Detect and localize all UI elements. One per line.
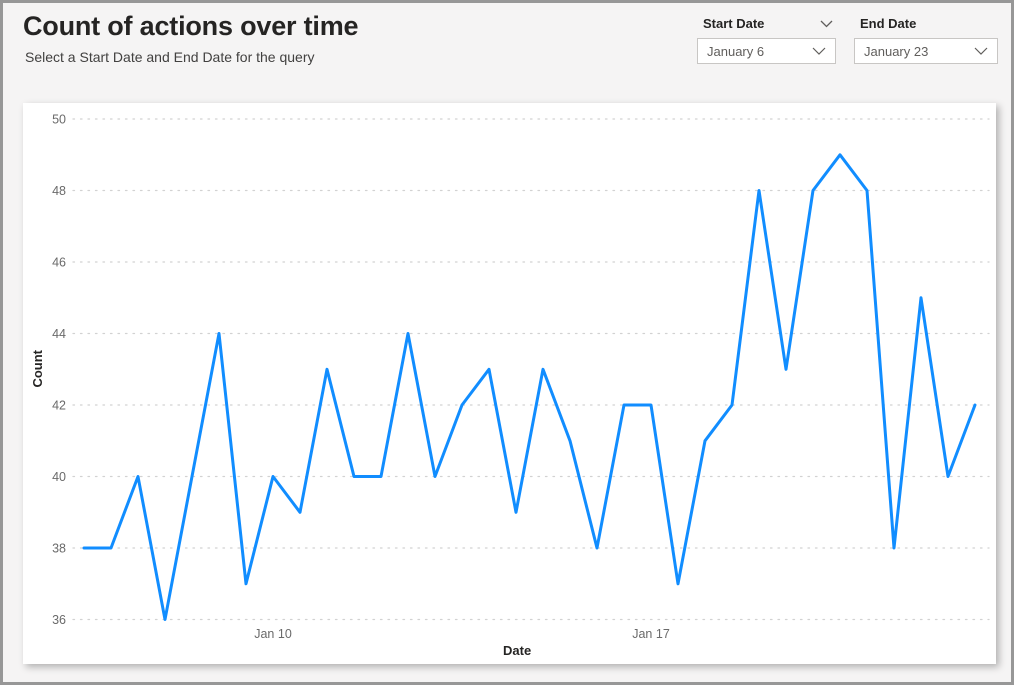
chevron-down-icon[interactable]: [974, 47, 988, 55]
y-tick-label: 44: [52, 327, 66, 341]
y-tick-label: 46: [52, 256, 66, 270]
end-date-slicer-header: End Date: [854, 14, 998, 33]
y-tick-label: 36: [52, 613, 66, 627]
page-subtitle: Select a Start Date and End Date for the…: [25, 49, 315, 65]
y-tick-label: 38: [52, 542, 66, 556]
x-tick-label: Jan 10: [254, 627, 292, 641]
x-axis-title: Date: [503, 643, 532, 658]
start-date-value: January 6: [707, 43, 765, 59]
end-date-value: January 23: [864, 43, 929, 59]
y-tick-label: 40: [52, 470, 66, 484]
end-date-label: End Date: [860, 16, 917, 31]
y-tick-label: 48: [52, 184, 66, 198]
chevron-down-icon[interactable]: [820, 20, 833, 28]
line-chart-visual: 36 38 40 42 44 46 48 50 Jan 10 Jan 17 Count Date: [23, 103, 996, 664]
chevron-down-icon[interactable]: [812, 47, 826, 55]
chart-line-series[interactable]: [82, 153, 977, 621]
start-date-slicer: Start Date January 6: [697, 14, 836, 64]
x-tick-label: Jan 17: [632, 627, 670, 641]
y-tick-label: 42: [52, 399, 66, 413]
y-tick-label: 50: [52, 113, 66, 127]
start-date-label: Start Date: [703, 16, 765, 31]
end-date-dropdown[interactable]: January 23: [854, 38, 998, 64]
start-date-slicer-header: Start Date: [697, 14, 836, 33]
start-date-dropdown[interactable]: January 6: [697, 38, 836, 64]
chart-canvas[interactable]: 36 38 40 42 44 46 48 50 Jan 10 Jan 17: [23, 103, 996, 664]
end-date-slicer: End Date January 23: [854, 14, 998, 64]
y-axis-title: Count: [30, 350, 45, 388]
page-title: Count of actions over time: [23, 11, 359, 41]
